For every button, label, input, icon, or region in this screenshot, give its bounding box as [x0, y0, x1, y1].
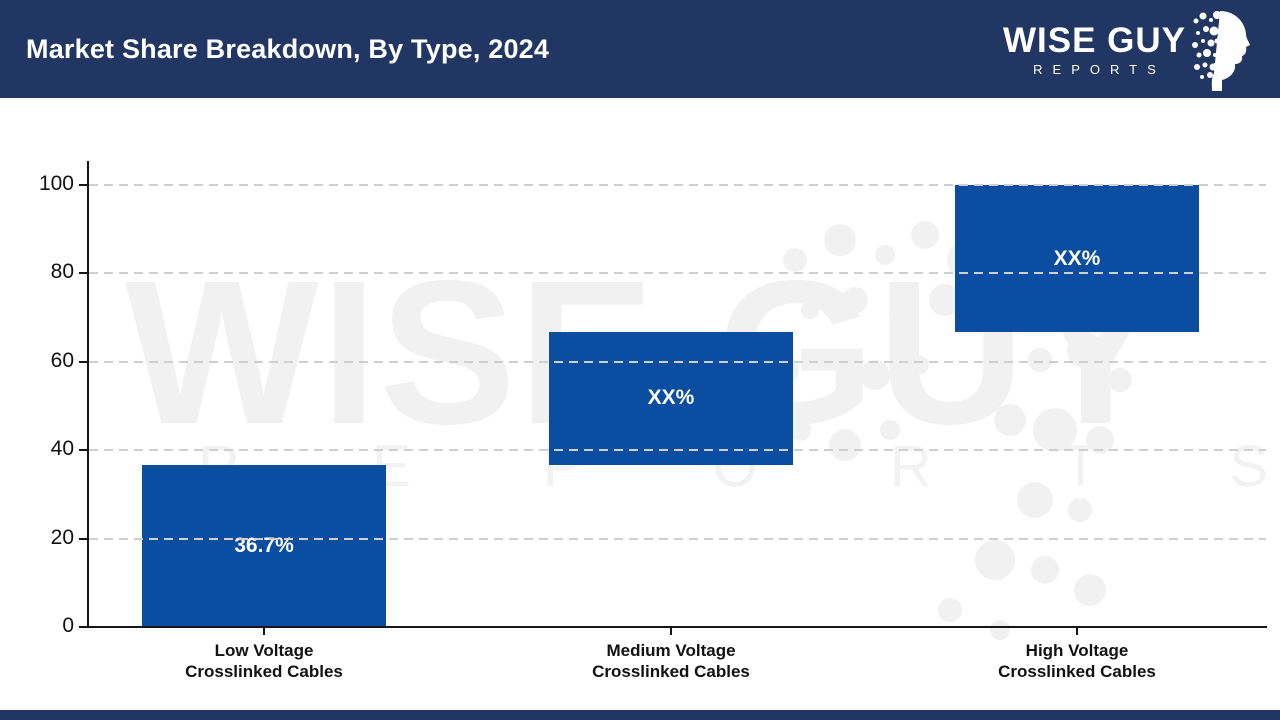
ytick-mark-20	[79, 537, 87, 540]
bar-segment-2: XX%	[549, 332, 793, 465]
ytick-label-100: 100	[38, 172, 74, 195]
logo-wordmark: WISE GUY	[1002, 20, 1186, 60]
category-label-line: Crosslinked Cables	[998, 662, 1156, 681]
category-label-line: Medium Voltage	[606, 641, 736, 660]
bar-value-label-2: XX%	[647, 386, 695, 410]
category-label-line: Crosslinked Cables	[185, 662, 343, 681]
ytick-mark-0	[79, 626, 87, 628]
ytick-mark-40	[79, 449, 87, 452]
footer-bar	[0, 710, 1280, 720]
bar-value-label-3: XX%	[1053, 246, 1101, 270]
bar-segment-1: 36.7%	[142, 464, 386, 627]
gridline-80	[89, 272, 1266, 275]
bar-segment-3: XX%	[955, 185, 1199, 333]
x-axis-line	[87, 626, 1267, 628]
gridline-20	[89, 537, 1266, 540]
xtick-mark-2	[670, 628, 672, 635]
gridline-100	[89, 184, 1266, 186]
ytick-label-20: 20	[50, 525, 74, 549]
category-label-line: Low Voltage	[214, 641, 314, 660]
ytick-label-0: 0	[62, 614, 74, 637]
ytick-label-60: 60	[50, 348, 74, 372]
chart-title: Market Share Breakdown, By Type, 2024	[26, 33, 550, 64]
ytick-label-80: 80	[50, 260, 74, 284]
category-label-line: High Voltage	[1025, 641, 1129, 660]
xtick-mark-1	[263, 628, 265, 635]
category-label-1: Low Voltage Crosslinked Cables	[104, 640, 424, 682]
ytick-mark-100	[79, 184, 87, 186]
header: Market Share Breakdown, By Type, 2024 WI…	[0, 0, 1280, 98]
ytick-mark-60	[79, 360, 87, 363]
ytick-label-40: 40	[50, 437, 74, 461]
logo-face-icon	[1192, 11, 1250, 91]
category-label-line: Crosslinked Cables	[592, 662, 750, 681]
ytick-mark-80	[79, 272, 87, 275]
category-label-3: High Voltage Crosslinked Cables	[917, 640, 1237, 682]
gridline-60	[89, 360, 1266, 363]
logo-text: WISE GUY REPORTS	[1003, 23, 1186, 76]
y-axis-line	[87, 161, 89, 628]
logo-subtitle: REPORTS	[1033, 61, 1166, 77]
wise-guy-logo: WISE GUY REPORTS	[1003, 7, 1254, 91]
category-label-2: Medium Voltage Crosslinked Cables	[511, 640, 831, 682]
xtick-mark-3	[1076, 628, 1078, 635]
bar-value-label-1: 36.7%	[234, 533, 294, 557]
gridline-40	[89, 449, 1266, 452]
